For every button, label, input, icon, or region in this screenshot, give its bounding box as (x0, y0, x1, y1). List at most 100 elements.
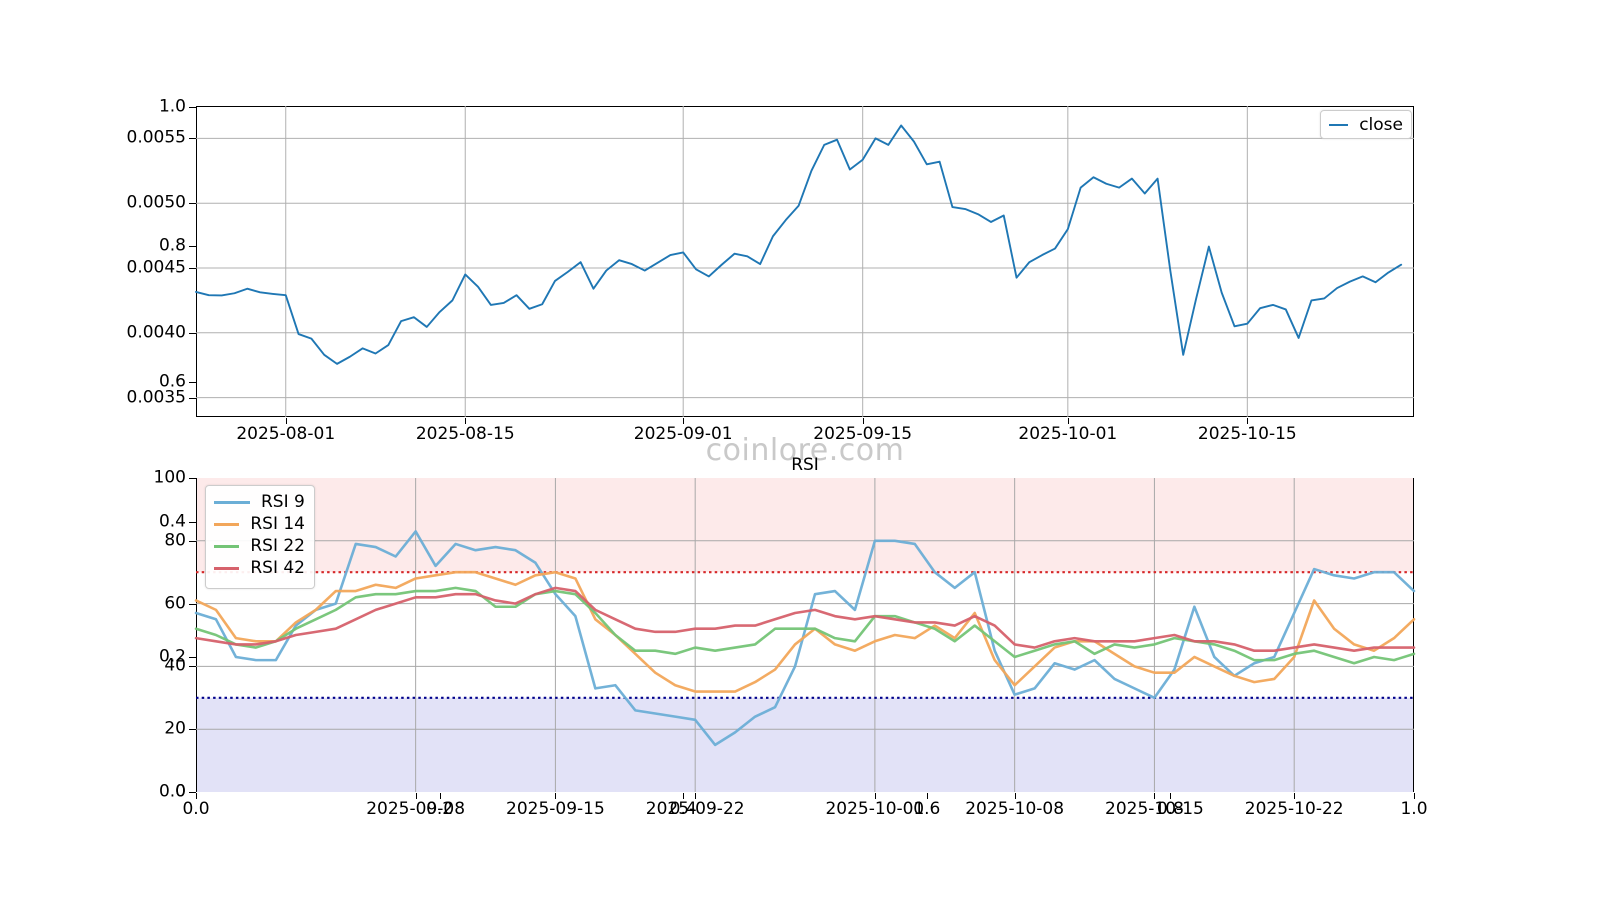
rsi-norm-xtick-mark (1170, 793, 1172, 799)
legend-label: RSI 22 (250, 536, 305, 556)
rsi-norm-xtick-mark (927, 793, 929, 799)
rsi-ytick-label: 0 (175, 781, 186, 802)
price-norm-ytick-mark (189, 246, 196, 248)
watermark: coinlore.com (705, 433, 905, 468)
oversold-band (197, 697, 1413, 792)
price-ytick-label: 0.0045 (126, 257, 186, 278)
rsi-legend-item[interactable]: RSI 9 (214, 491, 305, 513)
price-legend[interactable]: close (1320, 110, 1412, 139)
rsi-norm-xtick-label: 1.0 (1400, 799, 1428, 819)
rsi-norm-xtick-label: 0.0 (182, 799, 210, 819)
rsi-line-rsi-42 (194, 586, 1416, 653)
rsi-norm-ytick-mark (189, 792, 196, 794)
legend-label: RSI 14 (250, 514, 305, 534)
price-xtick-mark (1068, 418, 1070, 424)
price-xtick-mark (1247, 418, 1249, 424)
rsi-legend-item[interactable]: RSI 22 (214, 535, 305, 557)
rsi-xtick-mark (875, 793, 877, 799)
rsi-ytick-label: 40 (164, 655, 186, 676)
rsi-norm-xtick-label: 0.6 (913, 799, 941, 819)
price-xtick-mark (286, 418, 288, 424)
price-xtick-label: 2025-09-15 (813, 424, 913, 444)
price-ytick-mark (189, 203, 196, 205)
rsi-norm-ytick-mark (189, 522, 196, 524)
legend-label: RSI 42 (250, 558, 305, 578)
legend-line-swatch (214, 544, 240, 548)
rsi-legend-item[interactable]: RSI 42 (214, 557, 305, 579)
price-xtick-label: 2025-08-15 (415, 424, 515, 444)
price-legend-item[interactable]: close (1329, 114, 1403, 136)
price-panel: 0.0035 0.0040 0.0045 0.0050 0.0055 0.6 0.8 1.0 … (126, 96, 1414, 444)
price-xtick-label: 2025-10-01 (1018, 424, 1118, 444)
rsi-ytick-label: 80 (164, 530, 186, 551)
rsi-ytick-mark (189, 478, 196, 480)
price-ytick-label: 0.0055 (126, 127, 186, 148)
rsi-xtick-label: 2025-09-15 (506, 799, 605, 819)
rsi-norm-xtick-label: 0.2 (426, 799, 454, 819)
overbought-band (197, 478, 1413, 573)
rsi-xtick-mark (555, 793, 557, 799)
rsi-ytick-label: 100 (153, 467, 186, 488)
price-norm-ytick-mark (189, 107, 196, 109)
rsi-norm-xtick-label: 0.8 (1156, 799, 1184, 819)
price-ytick-mark (189, 138, 196, 140)
price-ytick-mark (189, 268, 196, 270)
rsi-ytick-mark (189, 666, 196, 668)
rsi-line-rsi-9 (194, 530, 1416, 747)
rsi-xtick-mark (695, 793, 697, 799)
rsi-ytick-label: 20 (164, 718, 186, 739)
price-line-close (195, 124, 1403, 365)
rsi-xtick-label: 2025-09-08 (366, 799, 466, 819)
rsi-xtick-label: 2025-10-15 (1105, 799, 1204, 819)
price-ytick-mark (189, 398, 196, 400)
rsi-xtick-mark (1015, 793, 1017, 799)
legend-label: RSI 9 (261, 492, 305, 512)
rsi-xtick-mark (1154, 793, 1156, 799)
legend-line-swatch (214, 566, 240, 570)
rsi-panel-title: RSI (791, 455, 819, 475)
price-ytick-mark (189, 333, 196, 335)
rsi-norm-xtick-mark (440, 793, 442, 799)
rsi-legend-item[interactable]: RSI 14 (214, 513, 305, 535)
rsi-norm-xtick-mark (1414, 793, 1416, 799)
rsi-norm-ytick-label: 0.2 (158, 646, 186, 667)
price-ytick-label: 0.0040 (126, 322, 186, 343)
price-ytick-label: 0.0050 (126, 192, 186, 213)
rsi-ytick-mark (189, 604, 196, 606)
rsi-xtick-label: 2025-10-22 (1244, 799, 1344, 819)
rsi-ytick-label: 60 (164, 593, 186, 614)
rsi-xtick-mark (1294, 793, 1296, 799)
rsi-norm-xtick-mark (196, 793, 198, 799)
price-xtick-mark (863, 418, 865, 424)
rsi-norm-ytick-label: 0.0 (158, 781, 186, 802)
price-xtick-mark (465, 418, 467, 424)
rsi-ytick-mark (189, 541, 196, 543)
rsi-ytick-mark (189, 729, 196, 731)
price-norm-ytick-label: 0.6 (158, 371, 186, 392)
price-xtick-mark (683, 418, 685, 424)
rsi-norm-ytick-mark (189, 657, 196, 659)
price-xtick-label: 2025-10-15 (1197, 424, 1297, 444)
price-ytick-label: 0.0035 (126, 387, 186, 408)
legend-line-swatch (214, 522, 240, 526)
legend-line-swatch (1329, 124, 1349, 126)
price-norm-ytick-mark (189, 382, 196, 384)
legend-line-swatch (214, 500, 250, 504)
rsi-norm-ytick-label: 0.4 (158, 511, 186, 532)
rsi-line-rsi-22 (194, 586, 1416, 665)
price-xtick-label: 2025-08-01 (236, 424, 336, 444)
price-norm-ytick-label: 1.0 (158, 96, 186, 117)
price-norm-ytick-label: 0.8 (158, 235, 186, 256)
rsi-xtick-mark (416, 793, 418, 799)
rsi-line-rsi-14 (194, 570, 1416, 693)
rsi-legend[interactable]: RSI 9 RSI 14 RSI 22 RSI 42 (205, 485, 315, 589)
price-chart-svg (195, 106, 1414, 417)
rsi-xtick-label: 2025-10-08 (965, 799, 1065, 819)
price-xtick-label: 2025-09-01 (633, 424, 733, 444)
rsi-xtick-label: 2025-10-01 (825, 799, 925, 819)
legend-label: close (1359, 115, 1403, 135)
rsi-norm-xtick-mark (683, 793, 685, 799)
